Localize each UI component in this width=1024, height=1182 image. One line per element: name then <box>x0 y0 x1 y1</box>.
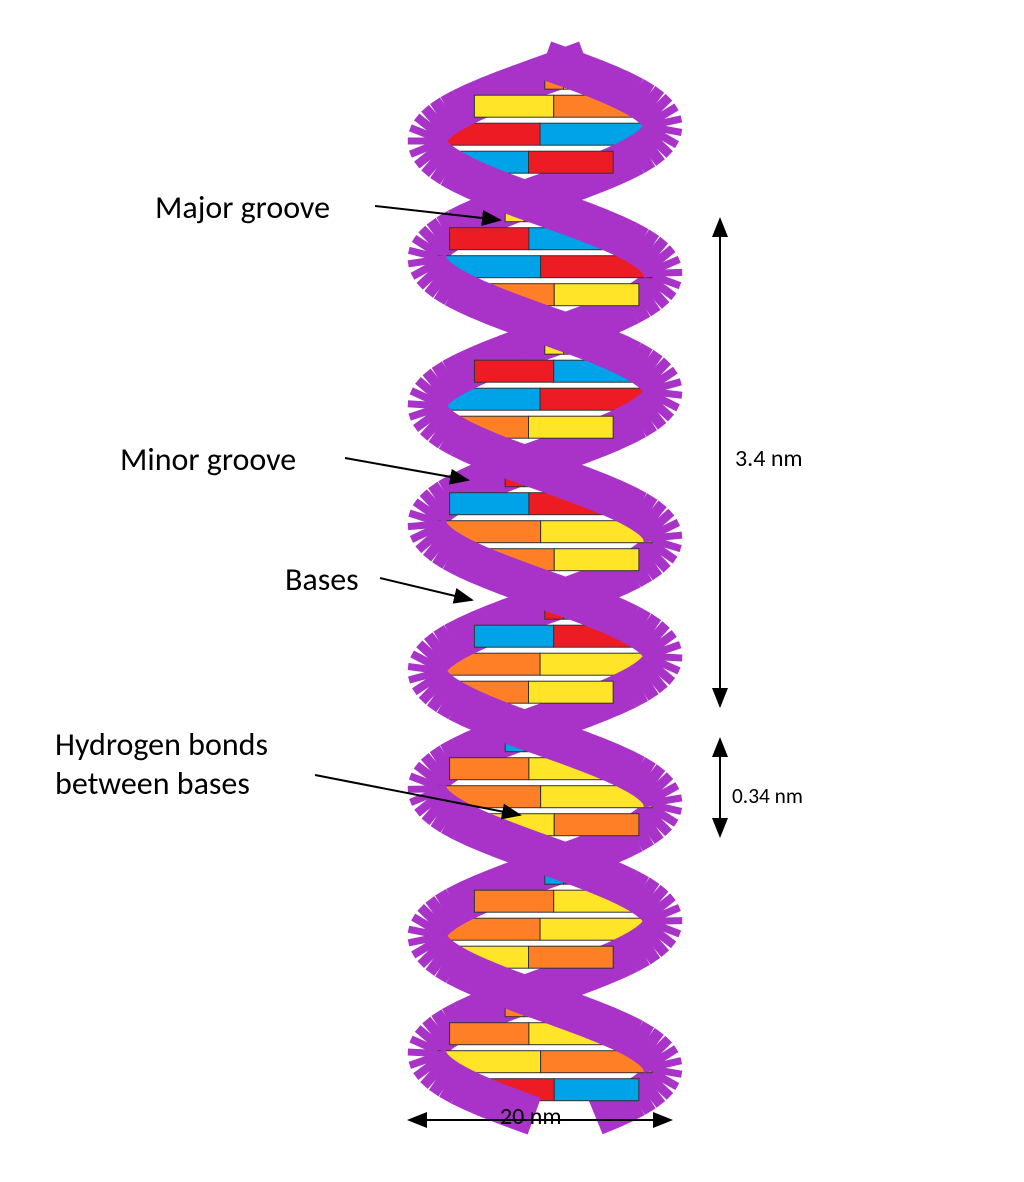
dimension-width: 20 nm <box>500 1102 562 1131</box>
label-hydrogen-bonds: Hydrogen bonds between bases <box>55 725 268 803</box>
dimension-helix-pitch: 3.4 nm <box>735 444 803 473</box>
label-bases: Bases <box>285 560 359 599</box>
dna-diagram <box>0 0 1024 1182</box>
label-minor-groove: Minor groove <box>120 440 296 479</box>
dimension-base-spacing: 0.34 nm <box>732 783 803 809</box>
label-major-groove: Major groove <box>155 188 330 227</box>
